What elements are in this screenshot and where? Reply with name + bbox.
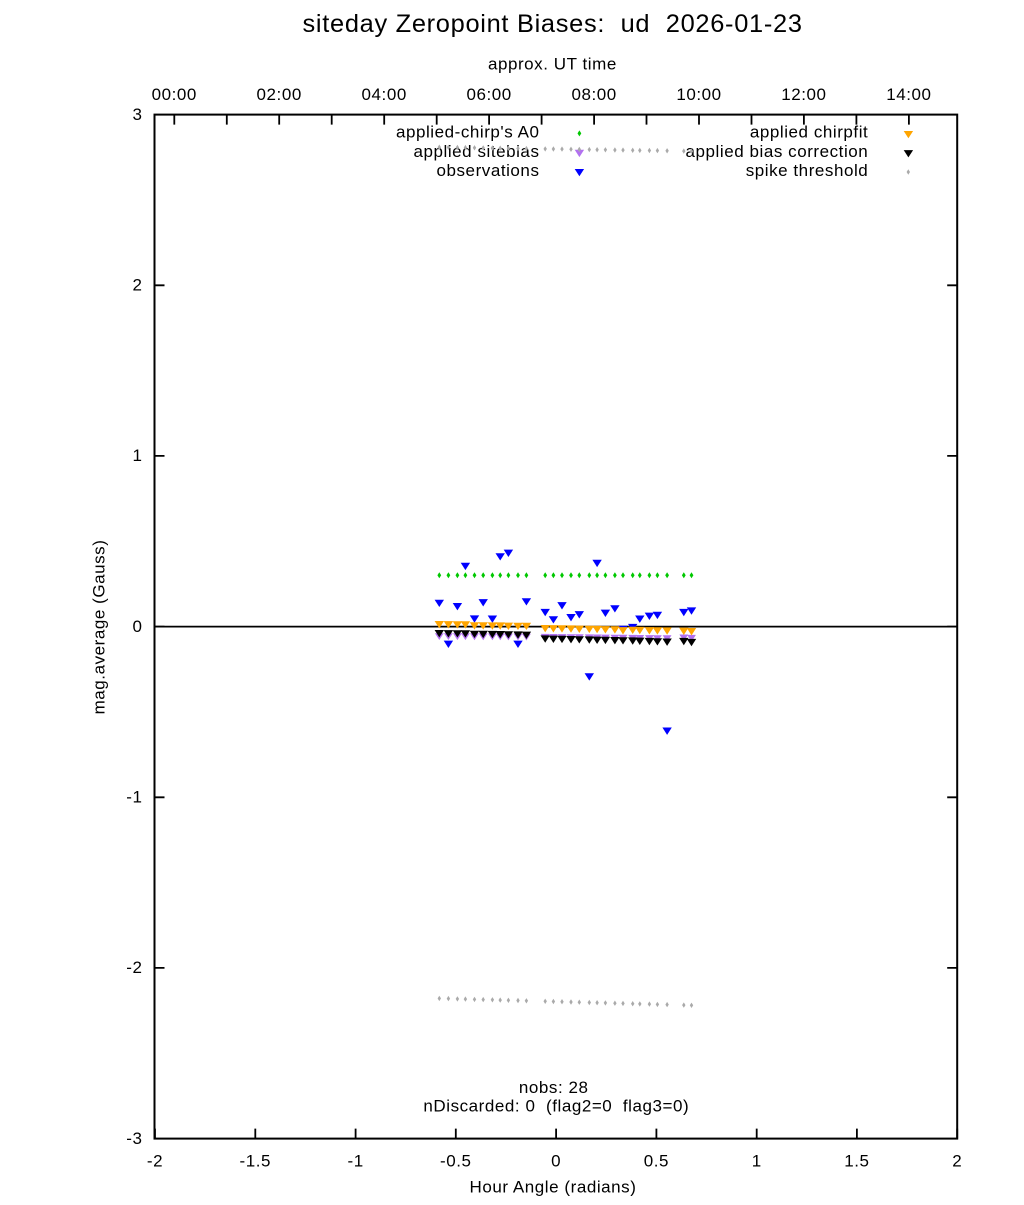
svg-text:nobs: 28: nobs: 28 [519, 1078, 589, 1097]
svg-text:02:00: 02:00 [257, 85, 302, 104]
svg-text:2: 2 [952, 1152, 962, 1171]
svg-text:14:00: 14:00 [886, 85, 931, 104]
svg-text:0: 0 [551, 1152, 561, 1171]
svg-text:12:00: 12:00 [781, 85, 826, 104]
svg-text:08:00: 08:00 [571, 85, 616, 104]
svg-text:-1: -1 [347, 1152, 363, 1171]
svg-text:applied chirpfit: applied chirpfit [750, 123, 868, 142]
svg-text:approx. UT time: approx. UT time [488, 55, 617, 74]
svg-text:nDiscarded: 0 (flag2=0 flag3: nDiscarded: 0 (flag2=0 flag3=0) [423, 1097, 689, 1116]
svg-text:applied bias correction: applied bias correction [686, 142, 869, 161]
svg-text:-1.5: -1.5 [240, 1152, 272, 1171]
svg-text:1.5: 1.5 [844, 1152, 869, 1171]
svg-text:-3: -3 [126, 1129, 142, 1148]
svg-text:siteday Zeropoint Biases: ud: siteday Zeropoint Biases: ud 2026-01-23 [303, 10, 803, 38]
svg-text:1: 1 [752, 1152, 762, 1171]
svg-text:applied sitebias: applied sitebias [414, 142, 540, 161]
svg-text:0: 0 [132, 617, 142, 636]
svg-text:04:00: 04:00 [362, 85, 407, 104]
svg-text:applied-chirp's A0: applied-chirp's A0 [396, 123, 540, 142]
svg-text:-0.5: -0.5 [440, 1152, 472, 1171]
svg-text:observations: observations [437, 161, 540, 180]
svg-text:10:00: 10:00 [676, 85, 721, 104]
svg-text:-1: -1 [126, 788, 142, 807]
svg-text:mag.average (Gauss): mag.average (Gauss) [90, 540, 109, 715]
svg-text:3: 3 [132, 105, 142, 124]
svg-text:Hour Angle (radians): Hour Angle (radians) [470, 1178, 637, 1197]
svg-text:0.5: 0.5 [644, 1152, 669, 1171]
svg-text:spike threshold: spike threshold [746, 161, 869, 180]
svg-text:1: 1 [132, 446, 142, 465]
svg-text:-2: -2 [147, 1152, 163, 1171]
svg-text:2: 2 [132, 276, 142, 295]
svg-text:06:00: 06:00 [466, 85, 511, 104]
svg-text:00:00: 00:00 [152, 85, 197, 104]
svg-text:-2: -2 [126, 958, 142, 977]
